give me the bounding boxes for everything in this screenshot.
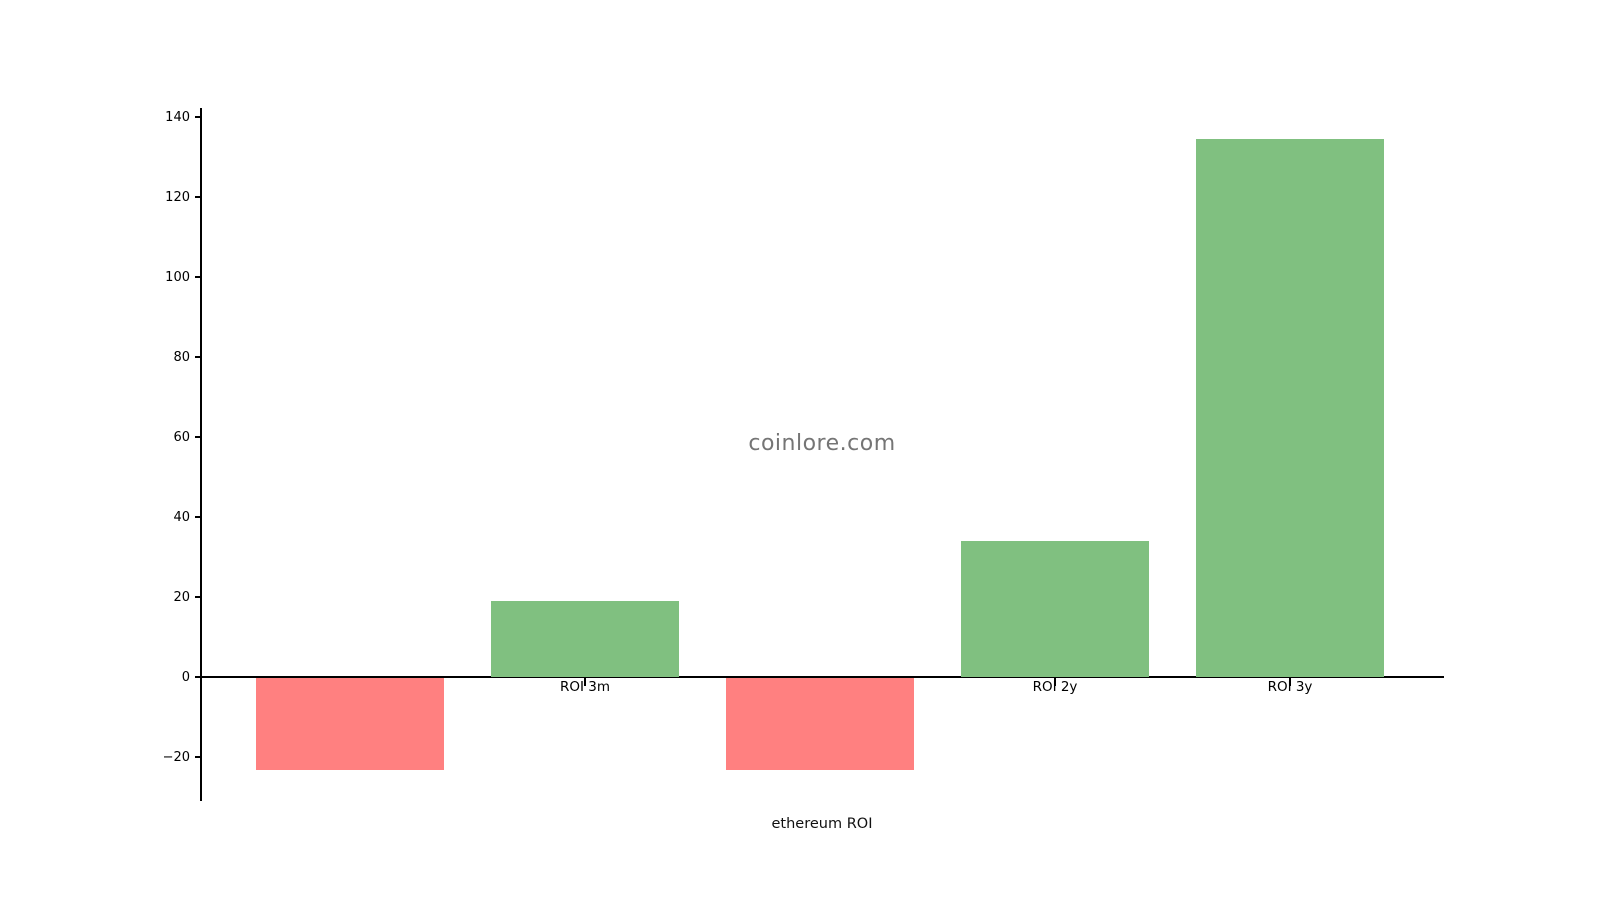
bar-roi-2y (961, 541, 1149, 677)
y-tick-label: 120 (165, 189, 190, 205)
x-axis-title: ethereum ROI (771, 816, 873, 832)
y-tick-label: 60 (173, 429, 190, 445)
bar-unlabeled-0 (256, 678, 444, 770)
y-tick-mark (195, 596, 201, 598)
bar-roi-3y (1196, 138, 1384, 677)
x-tick-label: ROI 3m (559, 679, 611, 695)
x-tick-mark (1054, 678, 1056, 686)
y-axis-spine (200, 108, 202, 801)
x-tick-label: ROI 2y (1032, 679, 1078, 695)
y-tick-mark (195, 116, 201, 118)
y-tick-label: 40 (173, 509, 190, 525)
x-tick-mark (1289, 678, 1291, 686)
y-tick-label: 140 (165, 109, 190, 125)
y-tick-label: −20 (162, 749, 190, 765)
x-axis-zero-line (201, 676, 1444, 678)
x-tick-mark (584, 678, 586, 686)
y-tick-mark (195, 436, 201, 438)
y-tick-label: 100 (165, 269, 190, 285)
y-tick-label: 20 (173, 589, 190, 605)
bar-unlabeled-2 (726, 678, 914, 770)
x-tick-label: ROI 3y (1267, 679, 1313, 695)
y-tick-mark (195, 756, 201, 758)
y-tick-label: 0 (181, 669, 190, 685)
y-tick-mark (195, 676, 201, 678)
bar-roi-3m (491, 601, 679, 677)
y-tick-mark (195, 196, 201, 198)
y-tick-mark (195, 356, 201, 358)
y-tick-mark (195, 516, 201, 518)
y-tick-mark (195, 276, 201, 278)
watermark: coinlore.com (748, 431, 896, 456)
y-tick-label: 80 (173, 349, 190, 365)
